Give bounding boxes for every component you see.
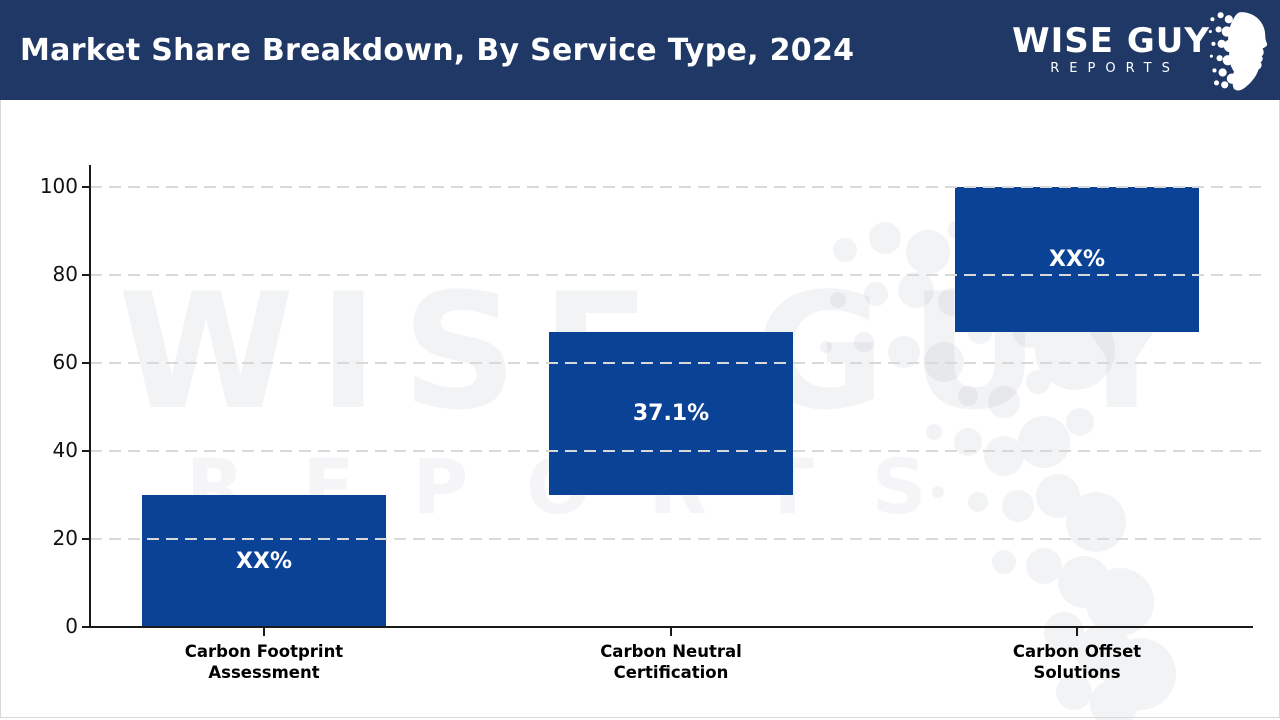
x-category-label-line: Carbon Footprint [184, 642, 344, 661]
x-category-label: Carbon Offset Solutions [927, 641, 1227, 683]
x-category-label-line: Assessment [208, 663, 320, 682]
y-tick-label: 20 [52, 526, 78, 550]
x-category-label: Carbon Neutral Certification [521, 641, 821, 683]
brand-subtitle: REPORTS [1050, 61, 1180, 76]
x-category-label-line: Solutions [1033, 663, 1121, 682]
y-tick [82, 626, 90, 628]
y-tick [82, 538, 90, 540]
bar-value-label: 37.1% [632, 400, 710, 426]
x-tick [263, 628, 265, 636]
page-title: Market Share Breakdown, By Service Type,… [20, 33, 855, 68]
y-tick [82, 274, 90, 276]
y-tick-label: 80 [52, 262, 78, 286]
brand-logo: WISE GUY REPORTS [1012, 4, 1268, 96]
gridline [90, 274, 1264, 276]
frame-bottom-line [0, 717, 1280, 718]
x-category-label-line: Carbon Offset [1012, 642, 1142, 661]
y-tick-label: 100 [39, 174, 78, 198]
bar: 37.1% [549, 331, 793, 495]
gridline [90, 362, 1264, 364]
x-category-label-line: Carbon Neutral [600, 642, 742, 661]
x-category-label: Carbon Footprint Assessment [114, 641, 414, 683]
header-bar: Market Share Breakdown, By Service Type,… [0, 0, 1280, 100]
gridline [90, 538, 1264, 540]
y-tick [82, 450, 90, 452]
x-category-label-line: Certification [613, 663, 729, 682]
x-tick [1076, 628, 1078, 636]
y-tick [82, 362, 90, 364]
x-axis-line [89, 626, 1253, 628]
frame-left-line [0, 100, 1, 718]
bar-value-label: XX% [1049, 246, 1105, 272]
y-tick-label: 0 [65, 614, 78, 638]
gridline [90, 186, 1264, 188]
gridline [90, 450, 1264, 452]
brand-name: WISE GUY [1012, 21, 1210, 61]
y-tick [82, 186, 90, 188]
y-axis-line [89, 165, 91, 628]
bar-value-label: XX% [236, 548, 292, 574]
head-profile-icon [1208, 12, 1268, 91]
bar: XX% [955, 187, 1199, 332]
y-tick-label: 40 [52, 438, 78, 462]
y-tick-label: 60 [52, 350, 78, 374]
x-tick [670, 628, 672, 636]
bar: XX% [142, 495, 386, 627]
brand-logo-text: WISE GUY REPORTS [1012, 24, 1210, 76]
